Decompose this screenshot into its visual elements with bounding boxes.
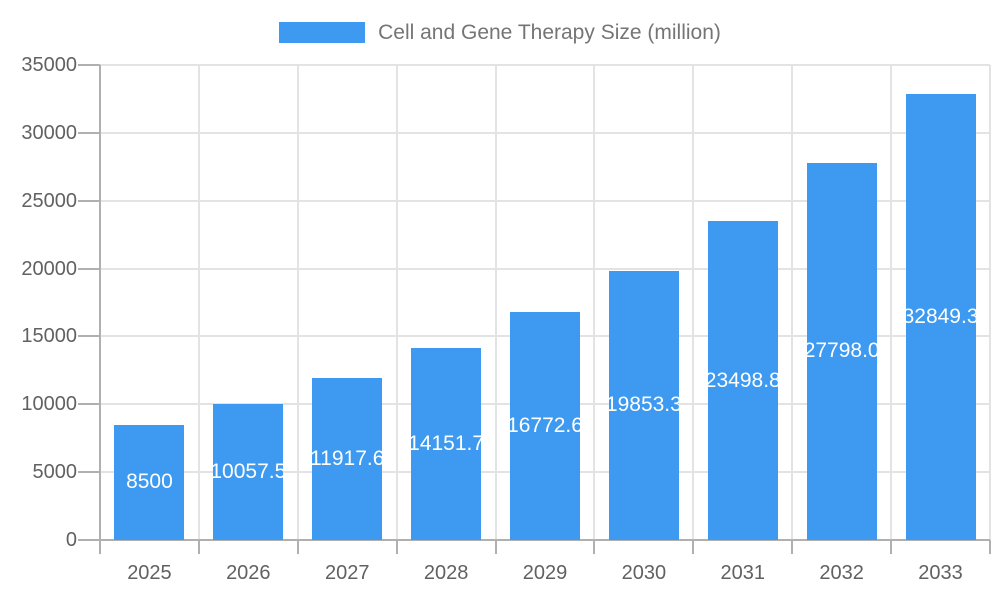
x-axis-tick-label: 2028 bbox=[423, 562, 469, 584]
y-tick-mark bbox=[78, 267, 100, 270]
x-tick-mark bbox=[197, 540, 200, 554]
h-gridline bbox=[100, 131, 990, 134]
y-tick-mark bbox=[78, 131, 100, 134]
bar: 10057.5 bbox=[213, 403, 284, 540]
x-tick-mark bbox=[890, 540, 893, 554]
y-tick-mark bbox=[78, 64, 100, 66]
h-gridline bbox=[100, 267, 990, 270]
x-tick-mark bbox=[692, 540, 695, 554]
x-axis-tick-label: 2033 bbox=[918, 562, 963, 584]
x-tick-mark bbox=[593, 540, 596, 554]
x-axis-tick-label: 2031 bbox=[720, 562, 766, 584]
bar-value-label: 11917.6 bbox=[312, 447, 383, 471]
h-gridline bbox=[100, 64, 990, 66]
v-gridline bbox=[890, 65, 893, 540]
y-tick-mark bbox=[78, 539, 100, 541]
v-gridline bbox=[395, 65, 398, 540]
legend-label: Cell and Gene Therapy Size (million) bbox=[378, 21, 721, 44]
x-tick-mark bbox=[395, 540, 398, 554]
v-gridline bbox=[197, 65, 200, 540]
y-axis-tick-label: 35000 bbox=[21, 54, 77, 76]
y-axis-tick-label: 20000 bbox=[21, 257, 77, 280]
x-axis-tick-label: 2027 bbox=[324, 562, 370, 584]
bar: 32849.3 bbox=[905, 94, 976, 540]
bar-value-label: 8500 bbox=[126, 470, 173, 494]
y-axis-line bbox=[99, 65, 101, 540]
y-tick-mark bbox=[78, 403, 100, 406]
v-gridline bbox=[494, 65, 497, 540]
y-axis-tick-label: 10000 bbox=[21, 393, 77, 416]
bar-value-label: 27798.0 bbox=[806, 339, 877, 363]
y-axis-tick-label: 30000 bbox=[21, 121, 77, 144]
bar: 19853.3 bbox=[608, 270, 679, 540]
v-gridline bbox=[296, 65, 299, 540]
y-tick-mark bbox=[78, 199, 100, 202]
bar: 27798.0 bbox=[806, 162, 877, 540]
bar: 16772.6 bbox=[510, 312, 580, 540]
x-axis-tick-label: 2032 bbox=[819, 562, 864, 584]
x-tick-mark bbox=[791, 540, 794, 554]
bar-value-label: 10057.5 bbox=[213, 459, 284, 483]
v-gridline bbox=[593, 65, 596, 540]
x-axis-line bbox=[100, 539, 990, 541]
y-axis-tick-label: 25000 bbox=[21, 189, 77, 212]
legend: Cell and Gene Therapy Size (million) bbox=[0, 22, 1000, 43]
bar: 23498.8 bbox=[707, 221, 778, 540]
legend-swatch bbox=[279, 22, 366, 43]
y-axis-tick-label: 15000 bbox=[21, 325, 77, 348]
bar-value-label: 19853.3 bbox=[608, 393, 679, 417]
bar: 11917.6 bbox=[312, 378, 383, 540]
x-axis-tick-label: 2029 bbox=[522, 562, 568, 584]
y-axis-tick-label: 5000 bbox=[32, 461, 78, 484]
x-axis-tick-label: 2026 bbox=[226, 562, 271, 584]
bar-value-label: 16772.6 bbox=[510, 414, 580, 438]
y-tick-mark bbox=[78, 471, 100, 474]
x-tick-mark bbox=[99, 540, 101, 554]
x-tick-mark bbox=[989, 540, 991, 554]
y-axis-tick-label: 0 bbox=[65, 529, 77, 551]
h-gridline bbox=[100, 199, 990, 202]
bar-value-label: 23498.8 bbox=[707, 368, 778, 392]
x-axis-tick-label: 2025 bbox=[127, 562, 172, 584]
v-gridline bbox=[692, 65, 695, 540]
x-tick-mark bbox=[296, 540, 299, 554]
bar: 14151.7 bbox=[411, 347, 482, 540]
v-gridline bbox=[791, 65, 794, 540]
v-gridline bbox=[989, 65, 991, 540]
x-axis-tick-label: 2030 bbox=[621, 562, 667, 584]
bar-value-label: 32849.3 bbox=[905, 305, 976, 329]
bar: 8500 bbox=[114, 424, 185, 540]
bar-value-label: 14151.7 bbox=[411, 431, 482, 455]
x-tick-mark bbox=[494, 540, 497, 554]
y-tick-mark bbox=[78, 335, 100, 338]
